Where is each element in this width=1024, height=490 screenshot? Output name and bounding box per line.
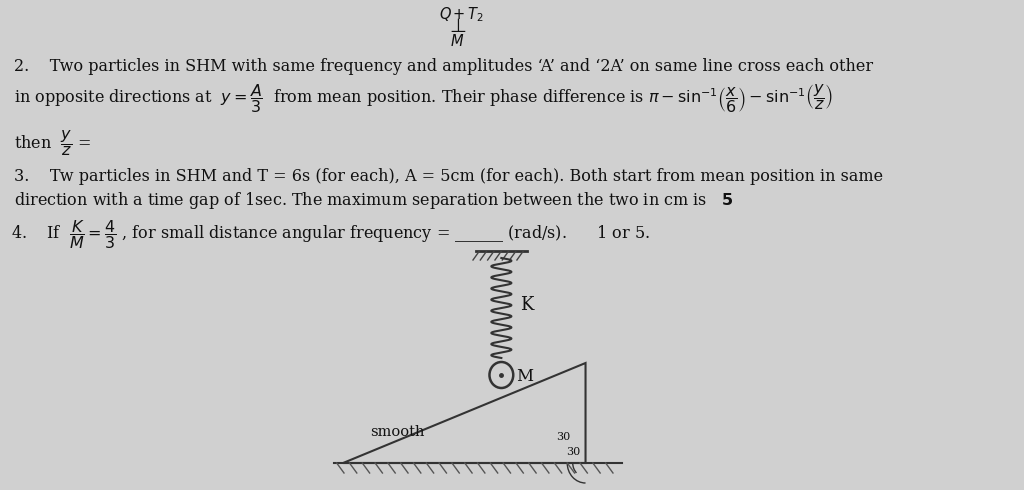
Text: 30: 30 [566, 447, 581, 457]
Text: direction with a time gap of 1sec. The maximum separation between the two in cm : direction with a time gap of 1sec. The m… [13, 190, 733, 211]
Text: 30: 30 [556, 432, 570, 442]
Text: $Q \,\mathsf{+}\, T_2$: $Q \,\mathsf{+}\, T_2$ [439, 5, 484, 24]
Text: 4.    If  $\dfrac{K}{M} = \dfrac{4}{3}$ , for small distance angular frequency =: 4. If $\dfrac{K}{M} = \dfrac{4}{3}$ , fo… [11, 218, 650, 251]
Text: $M$: $M$ [451, 33, 464, 49]
Text: 2.    Two particles in SHM with same frequency and amplitudes ‘A’ and ‘2A’ on sa: 2. Two particles in SHM with same freque… [13, 58, 872, 75]
Text: then  $\dfrac{y}{z}$ =: then $\dfrac{y}{z}$ = [13, 128, 91, 158]
Text: smooth: smooth [371, 425, 425, 439]
Text: M: M [516, 368, 534, 385]
Text: 3.    Tw particles in SHM and T = 6s (for each), A = 5cm (for each). Both start : 3. Tw particles in SHM and T = 6s (for e… [13, 168, 883, 185]
Text: K: K [519, 296, 534, 314]
Text: in opposite directions at  $y = \dfrac{A}{3}$  from mean position. Their phase d: in opposite directions at $y = \dfrac{A}… [13, 82, 833, 115]
Text: $\bot$: $\bot$ [445, 18, 467, 36]
